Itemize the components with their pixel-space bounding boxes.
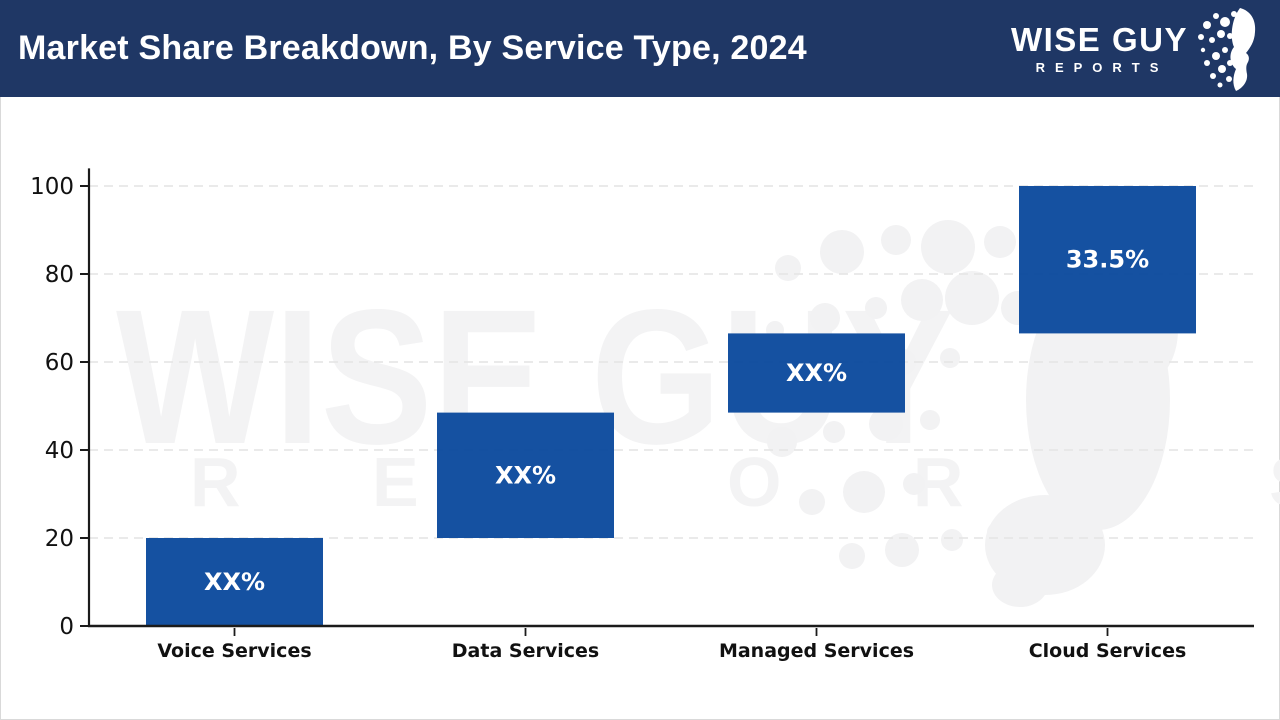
bar-value-label: 33.5% [1066, 246, 1149, 274]
bars-layer [146, 186, 1196, 626]
bar-segment [437, 412, 614, 538]
axes-layer [80, 168, 1254, 636]
brand-subname: REPORTS [1035, 60, 1169, 75]
y-tick-label: 20 [45, 526, 74, 552]
y-tick-label: 100 [30, 174, 74, 200]
brand-name: WISE GUY [1010, 21, 1188, 58]
brand-wordmark: WISE GUY REPORTS [1011, 23, 1188, 74]
x-category-label: Voice Services [157, 640, 311, 662]
y-tick-label: 40 [45, 438, 74, 464]
y-tick-label: 60 [45, 350, 74, 376]
bar-value-label: XX% [495, 461, 556, 489]
bar-segment [728, 333, 905, 413]
x-category-label: Managed Services [719, 640, 914, 662]
labels-layer: XX% Voice Services XX% Data Services XX% Mana… [30, 174, 1186, 662]
bar-value-label: XX% [204, 568, 265, 596]
bar-segment [1019, 186, 1196, 334]
bar-value-label: XX% [786, 359, 847, 387]
x-category-label: Data Services [452, 640, 599, 662]
bar-segment [146, 538, 323, 626]
y-tick-label: 80 [45, 262, 74, 288]
dotted-face-icon [1198, 7, 1256, 91]
chart-header: Market Share Breakdown, By Service Type,… [0, 0, 1280, 97]
brand-logo: WISE GUY REPORTS [1011, 6, 1256, 92]
page-title: Market Share Breakdown, By Service Type,… [18, 29, 807, 67]
x-category-label: Cloud Services [1029, 640, 1187, 662]
y-tick-label: 0 [59, 614, 74, 640]
